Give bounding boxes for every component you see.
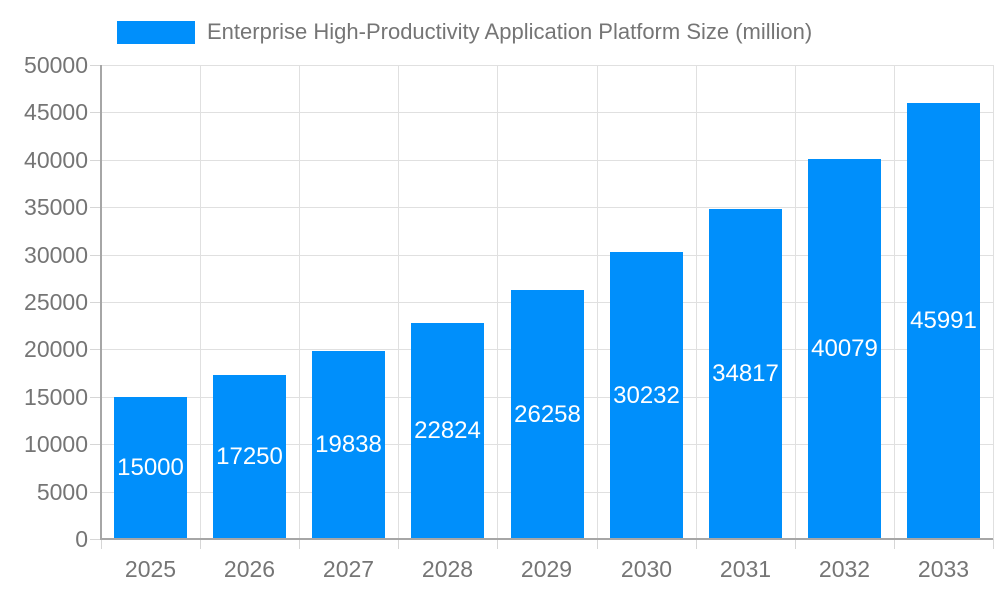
y-axis-label: 0 (75, 526, 88, 552)
x-axis-label: 2029 (520, 556, 573, 582)
bar-2033: 45991 (907, 103, 980, 538)
bar-2027: 19838 (312, 351, 385, 538)
bar-value-label: 22824 (414, 417, 481, 444)
x-axis-tick (200, 539, 201, 549)
x-axis-label: 2027 (322, 556, 375, 582)
x-axis-tick (894, 539, 895, 549)
x-axis-tick (299, 539, 300, 549)
y-axis-tick (90, 65, 101, 66)
gridline-vertical (993, 65, 994, 539)
bar-value-label: 30232 (613, 382, 680, 409)
y-axis-line (100, 65, 102, 539)
gridline-vertical (299, 65, 300, 539)
bar-2026: 17250 (213, 375, 286, 538)
gridline-vertical (795, 65, 796, 539)
y-axis-label: 10000 (24, 431, 88, 457)
x-axis-tick (497, 539, 498, 549)
gridline-horizontal (101, 255, 993, 256)
x-axis-tick (597, 539, 598, 549)
y-axis-tick (90, 207, 101, 208)
bar-value-label: 45991 (910, 307, 977, 334)
gridline-vertical (398, 65, 399, 539)
y-axis-tick (90, 302, 101, 303)
gridline-horizontal (101, 160, 993, 161)
y-axis-label: 5000 (36, 479, 88, 505)
y-axis-tick (90, 444, 101, 445)
gridline-vertical (497, 65, 498, 539)
bar-value-label: 26258 (514, 401, 581, 428)
y-axis-label: 40000 (24, 147, 88, 173)
x-axis-line (100, 538, 993, 540)
y-axis-label: 20000 (24, 336, 88, 362)
legend-label: Enterprise High-Productivity Application… (207, 19, 813, 44)
gridline-horizontal (101, 65, 993, 66)
x-axis-tick (696, 539, 697, 549)
y-axis-label: 30000 (24, 242, 88, 268)
y-axis-label: 50000 (24, 52, 88, 78)
bar-value-label: 15000 (117, 454, 184, 481)
bar-2032: 40079 (808, 159, 881, 538)
bar-2025: 15000 (114, 397, 187, 538)
y-axis-label: 15000 (24, 384, 88, 410)
bar-2030: 30232 (610, 252, 683, 538)
x-axis-tick (398, 539, 399, 549)
bar-2031: 34817 (709, 209, 782, 538)
y-axis-tick (90, 160, 101, 161)
y-axis-tick (90, 112, 101, 113)
gridline-vertical (696, 65, 697, 539)
gridline-vertical (200, 65, 201, 539)
x-axis-label: 2031 (719, 556, 772, 582)
gridline-vertical (597, 65, 598, 539)
y-axis-tick (90, 539, 101, 540)
gridline-horizontal (101, 112, 993, 113)
y-axis-label: 35000 (24, 194, 88, 220)
x-axis-label: 2030 (620, 556, 673, 582)
bar-value-label: 40079 (811, 335, 878, 362)
y-axis-label: 25000 (24, 289, 88, 315)
y-axis-label: 45000 (24, 99, 88, 125)
gridline-horizontal (101, 207, 993, 208)
legend-swatch (117, 20, 195, 44)
x-axis-tick (795, 539, 796, 549)
x-axis-label: 2028 (421, 556, 474, 582)
x-axis-label: 2033 (917, 556, 970, 582)
y-axis-tick (90, 349, 101, 350)
x-axis-label: 2032 (818, 556, 871, 582)
y-axis-tick (90, 397, 101, 398)
x-axis-tick (993, 539, 994, 549)
bar-value-label: 34817 (712, 360, 779, 387)
bar-value-label: 17250 (216, 443, 283, 470)
gridline-vertical (894, 65, 895, 539)
y-axis-tick (90, 255, 101, 256)
x-axis-label: 2025 (124, 556, 177, 582)
x-axis-label: 2026 (223, 556, 276, 582)
legend-item[interactable]: Enterprise High-Productivity Application… (117, 19, 812, 45)
y-axis-tick (90, 492, 101, 493)
bar-2028: 22824 (411, 323, 484, 538)
x-axis-tick (101, 539, 102, 549)
bar-2029: 26258 (511, 290, 584, 538)
bar-value-label: 19838 (315, 431, 382, 458)
